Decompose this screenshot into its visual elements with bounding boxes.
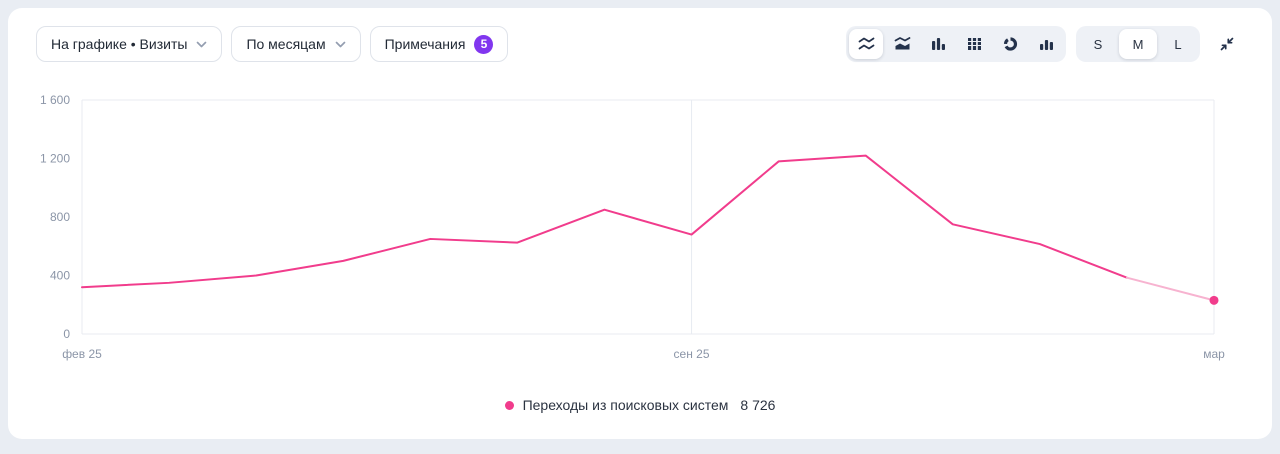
grouping-dropdown[interactable]: По месяцам	[231, 26, 361, 62]
svg-text:мар: мар	[1203, 347, 1225, 361]
multiline-chart-icon	[858, 37, 874, 50]
size-option-s[interactable]: S	[1079, 29, 1117, 59]
chart-type-pie-button[interactable]	[993, 29, 1027, 59]
chevron-down-icon	[335, 41, 345, 47]
svg-text:фев 25: фев 25	[62, 347, 102, 361]
visits-line-chart[interactable]: 0 400 800 1 200 1 600 фев 25 сен 25 мар	[36, 84, 1236, 384]
legend-dot-icon	[504, 400, 514, 410]
stacked-columns-chart-icon	[967, 38, 981, 50]
chevron-down-icon	[197, 41, 207, 47]
histogram-chart-icon	[1039, 40, 1053, 50]
chart-area[interactable]: 0 400 800 1 200 1 600 фев 25 сен 25 мар	[36, 84, 1244, 389]
controls-left: На графике • Визиты По месяцам Примечани…	[36, 26, 509, 62]
chart-type-stacked-area-button[interactable]	[885, 29, 919, 59]
bar-chart-icon	[931, 38, 945, 50]
size-option-l[interactable]: L	[1159, 29, 1197, 59]
legend-item[interactable]: Переходы из поисковых систем 8 726	[36, 397, 1244, 413]
chart-type-stacked-columns-button[interactable]	[957, 29, 991, 59]
svg-text:0: 0	[63, 327, 70, 341]
pie-chart-icon	[1003, 37, 1017, 51]
size-option-m[interactable]: M	[1119, 29, 1157, 59]
chart-type-histogram-button[interactable]	[1029, 29, 1063, 59]
collapse-icon	[1220, 37, 1234, 51]
svg-text:1 600: 1 600	[40, 93, 70, 107]
legend-label: Переходы из поисковых систем	[522, 397, 729, 413]
chart-type-multiline-button[interactable]	[849, 29, 883, 59]
svg-text:1 200: 1 200	[40, 152, 70, 166]
controls-row: На графике • Визиты По месяцам Примечани…	[36, 26, 1244, 62]
controls-right: S M L	[846, 26, 1244, 62]
collapse-button[interactable]	[1210, 27, 1244, 61]
metric-dropdown-label: На графике • Визиты	[51, 36, 188, 52]
stacked-area-chart-icon	[894, 37, 910, 50]
svg-text:800: 800	[50, 210, 70, 224]
chart-type-switcher	[846, 26, 1066, 62]
legend-value: 8 726	[740, 397, 776, 413]
chart-card: На графике • Визиты По месяцам Примечани…	[8, 8, 1272, 439]
notes-button[interactable]: Примечания 5	[369, 26, 509, 62]
grouping-dropdown-label: По месяцам	[246, 36, 326, 52]
chart-type-bars-button[interactable]	[921, 29, 955, 59]
notes-button-label: Примечания	[384, 36, 466, 52]
notes-count-badge: 5	[474, 34, 494, 54]
svg-text:400: 400	[50, 269, 70, 283]
metric-dropdown[interactable]: На графике • Визиты	[36, 26, 223, 62]
chart-size-switcher: S M L	[1076, 26, 1200, 62]
svg-text:сен 25: сен 25	[674, 347, 710, 361]
